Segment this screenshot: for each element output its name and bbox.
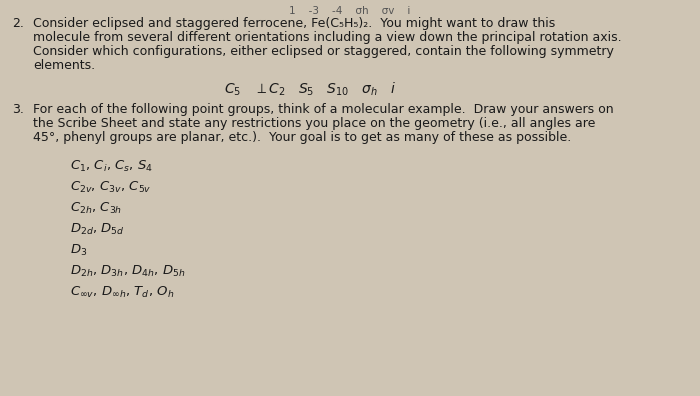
Text: $C_{\infty v}$, $D_{\infty h}$, $T_d$, $O_h$: $C_{\infty v}$, $D_{\infty h}$, $T_d$, $… xyxy=(70,285,174,300)
Text: molecule from several different orientations including a view down the principal: molecule from several different orientat… xyxy=(33,31,622,44)
Text: $C_1$, $C_i$, $C_s$, $S_4$: $C_1$, $C_i$, $C_s$, $S_4$ xyxy=(70,159,153,174)
Text: $D_{2h}$, $D_{3h}$, $D_{4h}$, $D_{5h}$: $D_{2h}$, $D_{3h}$, $D_{4h}$, $D_{5h}$ xyxy=(70,264,186,279)
Text: elements.: elements. xyxy=(33,59,95,72)
Text: 3.: 3. xyxy=(12,103,24,116)
Text: 45°, phenyl groups are planar, etc.).  Your goal is to get as many of these as p: 45°, phenyl groups are planar, etc.). Yo… xyxy=(33,131,571,144)
Text: $C_5$   $\perp C_2$   $S_5$   $S_{10}$   $\sigma_h$   $i$: $C_5$ $\perp C_2$ $S_5$ $S_{10}$ $\sigma… xyxy=(224,81,396,98)
Text: 1    -3    -4    σh    σv    i: 1 -3 -4 σh σv i xyxy=(289,6,411,16)
Text: 2.: 2. xyxy=(12,17,24,30)
Text: $D_3$: $D_3$ xyxy=(70,243,88,258)
Text: Consider eclipsed and staggered ferrocene, Fe(C₅H₅)₂.  You might want to draw th: Consider eclipsed and staggered ferrocen… xyxy=(33,17,555,30)
Text: Consider which configurations, either eclipsed or staggered, contain the followi: Consider which configurations, either ec… xyxy=(33,45,614,58)
Text: $C_{2h}$, $C_{3h}$: $C_{2h}$, $C_{3h}$ xyxy=(70,201,122,216)
Text: For each of the following point groups, think of a molecular example.  Draw your: For each of the following point groups, … xyxy=(33,103,614,116)
Text: $C_{2v}$, $C_{3v}$, $C_{5v}$: $C_{2v}$, $C_{3v}$, $C_{5v}$ xyxy=(70,180,152,195)
Text: $D_{2d}$, $D_{5d}$: $D_{2d}$, $D_{5d}$ xyxy=(70,222,125,237)
Text: the Scribe Sheet and state any restrictions you place on the geometry (i.e., all: the Scribe Sheet and state any restricti… xyxy=(33,117,596,130)
